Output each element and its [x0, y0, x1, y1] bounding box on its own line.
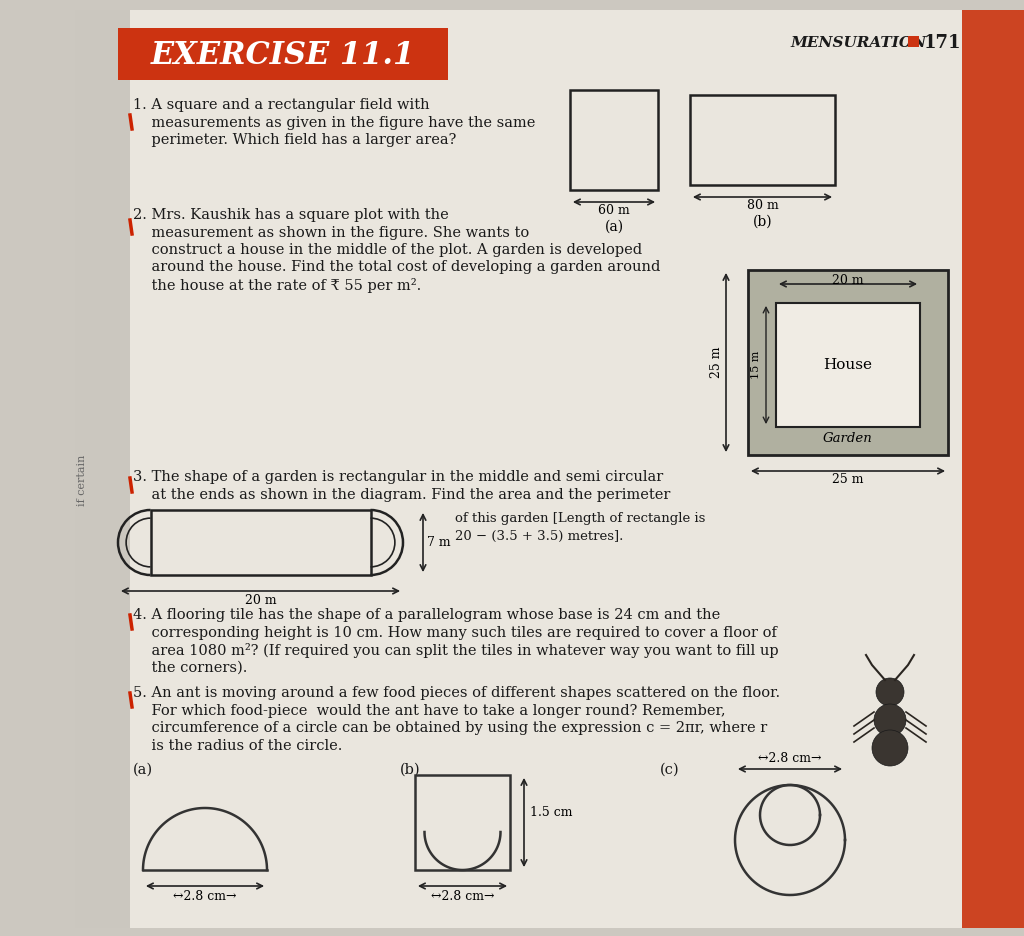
- Text: ↔2.8 cm→: ↔2.8 cm→: [173, 890, 237, 903]
- Text: of this garden [Length of rectangle is: of this garden [Length of rectangle is: [455, 512, 706, 525]
- Text: 25 m: 25 m: [833, 473, 864, 486]
- Text: if certain: if certain: [77, 454, 87, 505]
- Text: 60 m: 60 m: [598, 204, 630, 217]
- Text: ↔2.8 cm→: ↔2.8 cm→: [431, 890, 495, 903]
- Bar: [962, 10, 1024, 928]
- Text: EXERCISE 11.1: EXERCISE 11.1: [151, 40, 415, 71]
- Circle shape: [874, 704, 906, 736]
- Bar: [151, 510, 371, 575]
- Text: 171: 171: [924, 34, 962, 52]
- Text: 1.5 cm: 1.5 cm: [530, 806, 572, 819]
- Text: MENSURATION: MENSURATION: [790, 36, 926, 50]
- Text: 20 m: 20 m: [833, 274, 864, 287]
- Text: 5. An ant is moving around a few food pieces of different shapes scattered on th: 5. An ant is moving around a few food pi…: [133, 686, 780, 700]
- Text: (c): (c): [660, 763, 680, 777]
- Text: at the ends as shown in the diagram. Find the area and the perimeter: at the ends as shown in the diagram. Fin…: [133, 488, 671, 502]
- Text: measurements as given in the figure have the same: measurements as given in the figure have…: [133, 115, 536, 129]
- Text: 25 m: 25 m: [710, 346, 723, 378]
- Bar: [570, 90, 658, 190]
- Bar: [908, 36, 919, 47]
- Text: is the radius of the circle.: is the radius of the circle.: [133, 739, 342, 753]
- Bar: [75, 10, 965, 928]
- Text: 4. A flooring tile has the shape of a parallelogram whose base is 24 cm and the: 4. A flooring tile has the shape of a pa…: [133, 608, 720, 622]
- Text: 20 − (3.5 + 3.5) metres].: 20 − (3.5 + 3.5) metres].: [455, 530, 624, 543]
- Circle shape: [872, 730, 908, 766]
- Text: Garden: Garden: [823, 432, 872, 446]
- Text: (b): (b): [400, 763, 421, 777]
- FancyBboxPatch shape: [118, 28, 449, 80]
- Text: 15 m: 15 m: [751, 351, 761, 379]
- Text: area 1080 m²? (If required you can split the tiles in whatever way you want to f: area 1080 m²? (If required you can split…: [133, 643, 778, 658]
- Bar: [776, 303, 920, 427]
- Text: (b): (b): [753, 215, 772, 229]
- Text: (a): (a): [133, 763, 154, 777]
- Text: construct a house in the middle of the plot. A garden is developed: construct a house in the middle of the p…: [133, 243, 642, 257]
- Text: 80 m: 80 m: [746, 199, 778, 212]
- Text: the corners).: the corners).: [133, 661, 248, 675]
- Text: around the house. Find the total cost of developing a garden around: around the house. Find the total cost of…: [133, 260, 660, 274]
- Text: 1. A square and a rectangular field with: 1. A square and a rectangular field with: [133, 98, 430, 112]
- Text: 2. Mrs. Kaushik has a square plot with the: 2. Mrs. Kaushik has a square plot with t…: [133, 208, 449, 222]
- Text: corresponding height is 10 cm. How many such tiles are required to cover a floor: corresponding height is 10 cm. How many …: [133, 625, 777, 639]
- Text: measurement as shown in the figure. She wants to: measurement as shown in the figure. She …: [133, 226, 529, 240]
- Bar: [690, 95, 835, 185]
- Text: 3. The shape of a garden is rectangular in the middle and semi circular: 3. The shape of a garden is rectangular …: [133, 470, 664, 484]
- Bar: [748, 270, 948, 455]
- Text: 20 m: 20 m: [245, 594, 276, 607]
- Text: circumference of a circle can be obtained by using the expression c = 2πr, where: circumference of a circle can be obtaine…: [133, 721, 767, 735]
- Bar: [75, 10, 130, 928]
- Text: perimeter. Which field has a larger area?: perimeter. Which field has a larger area…: [133, 133, 457, 147]
- Text: (a): (a): [604, 220, 624, 234]
- Circle shape: [876, 678, 904, 706]
- Text: the house at the rate of ₹ 55 per m².: the house at the rate of ₹ 55 per m².: [133, 278, 421, 293]
- Text: House: House: [823, 358, 872, 372]
- Text: For which food-piece  would the ant have to take a longer round? Remember,: For which food-piece would the ant have …: [133, 704, 726, 718]
- Text: ↔2.8 cm→: ↔2.8 cm→: [758, 752, 821, 765]
- Text: 7 m: 7 m: [427, 536, 451, 549]
- Bar: [415, 775, 510, 870]
